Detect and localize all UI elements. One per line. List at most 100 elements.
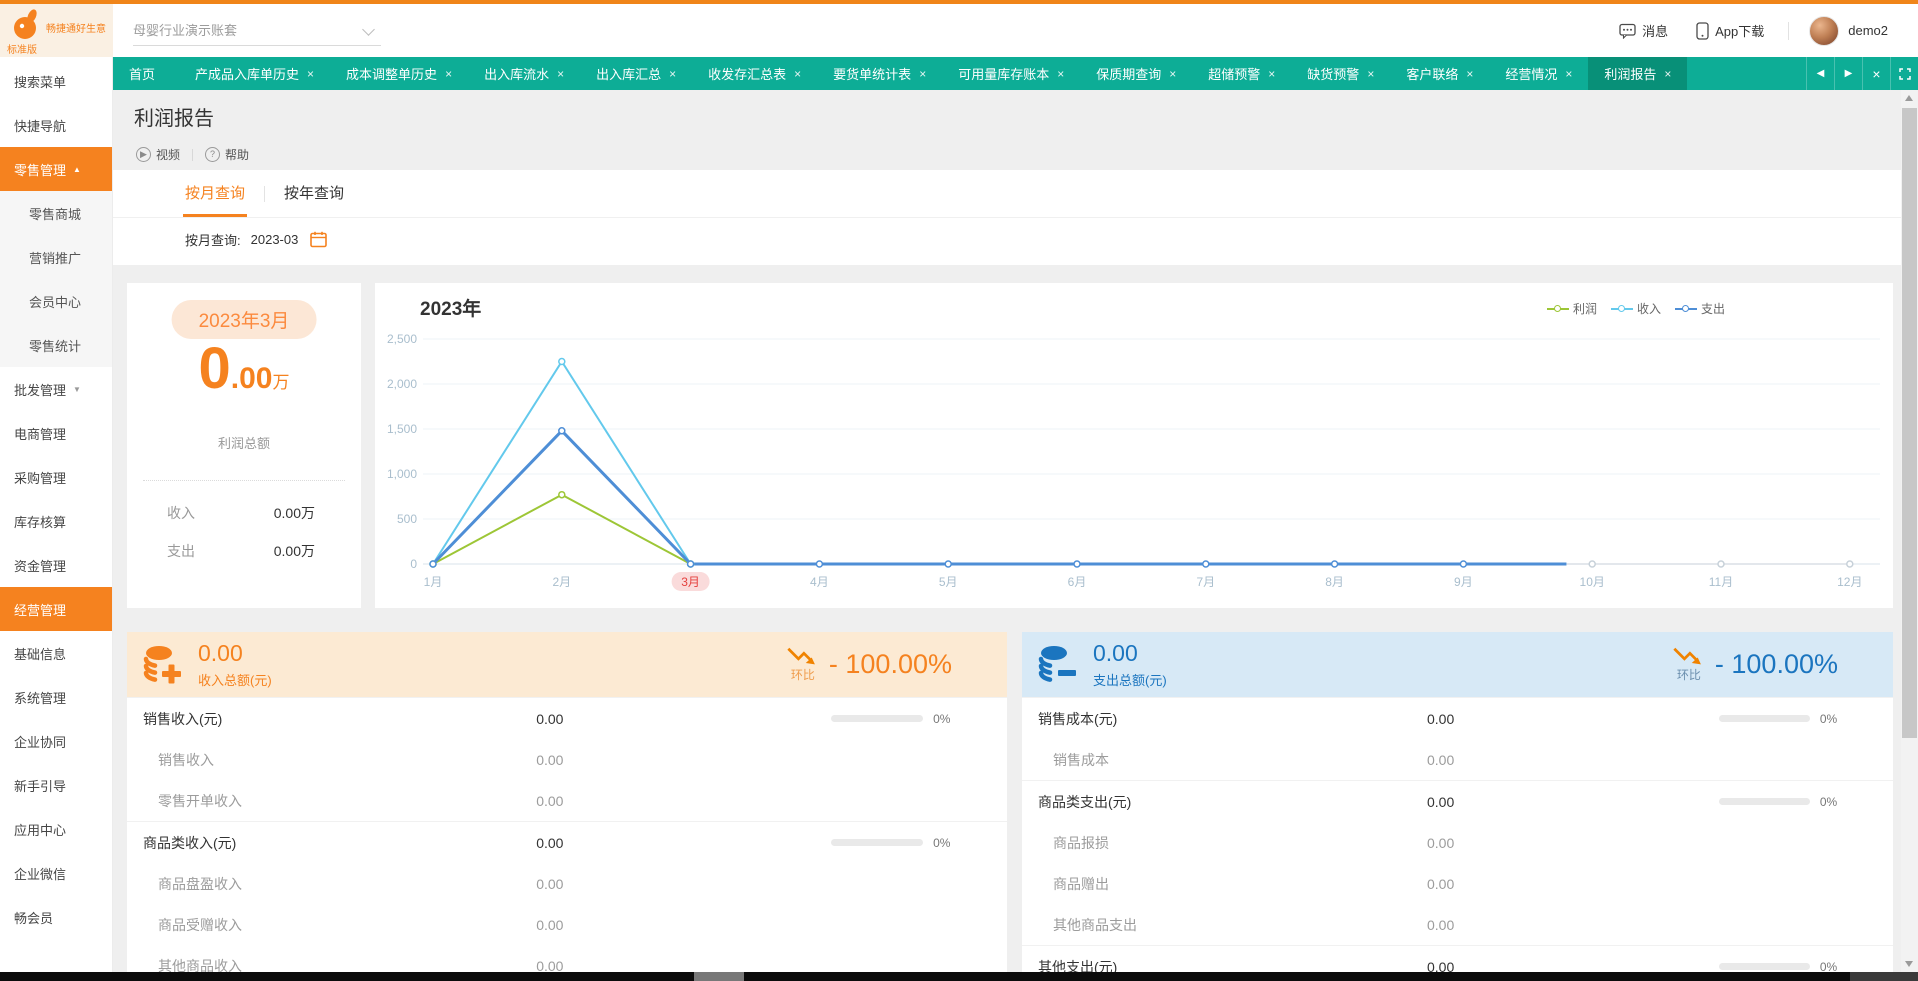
tab-close-icon[interactable]: × xyxy=(669,66,677,81)
tab-item[interactable]: 利润报告 × xyxy=(1588,57,1688,90)
legend-item[interactable]: 收入 xyxy=(1610,300,1661,317)
sidebar-item[interactable]: 快捷导航 xyxy=(0,103,112,147)
sidebar-item-label: 企业协同 xyxy=(14,734,67,750)
tab-item[interactable]: 要货单统计表 × xyxy=(817,57,942,90)
sidebar-item-label: 零售商城 xyxy=(29,206,82,222)
legend-item[interactable]: 支出 xyxy=(1674,300,1725,317)
fullscreen-button[interactable] xyxy=(1890,57,1918,90)
app-download-button[interactable]: App下载 xyxy=(1696,21,1764,40)
tab-item[interactable]: 可用量库存账本 × xyxy=(942,57,1080,90)
sidebar-item[interactable]: 基础信息 xyxy=(0,631,112,675)
tab-close-icon[interactable]: × xyxy=(1565,66,1573,81)
tab-close-icon[interactable]: × xyxy=(1057,66,1065,81)
sidebar-item[interactable]: 零售商城 xyxy=(0,191,112,235)
sidebar-item[interactable]: 系统管理 xyxy=(0,675,112,719)
sidebar-item[interactable]: 经营管理 xyxy=(0,587,112,631)
tab-item[interactable]: 缺货预警 × xyxy=(1291,57,1390,90)
links-divider xyxy=(192,148,194,161)
brand-name: 畅捷通好生意 xyxy=(46,24,106,35)
sidebar-item[interactable]: 新手引导 xyxy=(0,763,112,807)
legend-item[interactable]: 利润 xyxy=(1546,300,1597,317)
sidebar-item[interactable]: 零售统计 xyxy=(0,323,112,367)
row-value: 0.00 xyxy=(1427,751,1455,768)
svg-text:11月: 11月 xyxy=(1709,575,1733,589)
date-filter-value[interactable]: 2023-03 xyxy=(250,232,299,247)
progress-bar xyxy=(1718,963,1811,970)
svg-text:2月: 2月 xyxy=(552,575,571,589)
row-label: 其他商品支出 xyxy=(1053,916,1137,933)
tab-yearly-query[interactable]: 按年查询 xyxy=(284,185,345,202)
progress-bar xyxy=(1718,715,1811,722)
sidebar-item[interactable]: 营销推广 xyxy=(0,235,112,279)
tab-label: 超储预警 xyxy=(1208,67,1261,82)
topbar-right: 消息 App下载 demo2 xyxy=(1591,4,1888,57)
tab-item[interactable]: 收发存汇总表 × xyxy=(692,57,817,90)
vertical-scrollbar[interactable] xyxy=(1901,90,1918,972)
close-all-tabs-button[interactable]: × xyxy=(1862,57,1890,90)
expense-rows: 销售成本(元) 0.00 0% 销售成本 0.00 商品类支出(元) xyxy=(1022,697,1893,972)
legend-label: 支出 xyxy=(1700,302,1725,316)
sidebar-item[interactable]: 库存核算 xyxy=(0,499,112,543)
row-label: 商品类支出(元) xyxy=(1038,793,1132,810)
tab-close-icon[interactable]: × xyxy=(919,66,927,81)
income-rows: 销售收入(元) 0.00 0% 销售收入 0.00 零售开单收入 xyxy=(127,697,1007,972)
table-row: 商品受赠收入 0.00 xyxy=(127,904,1007,945)
help-link[interactable]: ? 帮助 xyxy=(205,146,249,163)
sidebar-item[interactable]: 企业协同 xyxy=(0,719,112,763)
sidebar-item[interactable]: 资金管理 xyxy=(0,543,112,587)
next-tab-button[interactable]: ▶ xyxy=(1834,57,1862,90)
chart-title: 2023年 xyxy=(420,299,482,320)
calendar-icon[interactable] xyxy=(310,231,328,248)
tab-label: 首页 xyxy=(129,67,156,82)
sidebar-item[interactable]: 企业微信 xyxy=(0,851,112,895)
profit-breakdown: 收入 0.00万 支出 0.00万 xyxy=(127,494,361,570)
tab-item[interactable]: 产成品入库单历史 × xyxy=(179,57,330,90)
sidebar-item[interactable]: 搜索菜单 xyxy=(0,59,112,103)
scrollbar-thumb[interactable] xyxy=(1902,108,1917,738)
scroll-down-icon[interactable] xyxy=(1905,961,1913,967)
sidebar-item[interactable]: 采购管理 xyxy=(0,455,112,499)
tab-close-icon[interactable]: × xyxy=(1664,66,1672,81)
sidebar-item[interactable]: 应用中心 xyxy=(0,807,112,851)
tab-item[interactable]: 保质期查询 × xyxy=(1080,57,1192,90)
expense-panel: 0.00 支出总额(元) 环比 - 100.00% xyxy=(1022,632,1893,972)
row-value: 0.00 xyxy=(1427,875,1455,892)
sidebar-item-label: 畅会员 xyxy=(14,910,54,926)
top-bar: 畅捷通好生意 标准版 母婴行业演示账套 消息 App下载 xyxy=(0,4,1918,57)
tab-monthly-query[interactable]: 按月查询 xyxy=(182,170,248,217)
expense-total-value: 0.00 xyxy=(1093,640,1138,666)
messages-button[interactable]: 消息 xyxy=(1619,21,1668,40)
tab-item[interactable]: 出入库汇总 × xyxy=(580,57,692,90)
row-value: 0.00万 xyxy=(273,543,315,559)
sidebar-item[interactable]: 零售管理 ▲ xyxy=(0,147,112,191)
sidebar-item[interactable]: 批发管理 ▼ xyxy=(0,367,112,411)
tab-item[interactable]: 经营情况 × xyxy=(1489,57,1588,90)
sidebar-item[interactable]: 畅会员 xyxy=(0,895,112,939)
tab-close-icon[interactable]: × xyxy=(445,66,453,81)
tab-item[interactable]: 客户联络 × xyxy=(1390,57,1489,90)
expense-ratio: 环比 - 100.00% xyxy=(1672,632,1838,697)
tab-close-icon[interactable]: × xyxy=(1268,66,1276,81)
tab-close-icon[interactable]: × xyxy=(557,66,565,81)
tab-close-icon[interactable]: × xyxy=(1466,66,1474,81)
scroll-up-icon[interactable] xyxy=(1905,95,1913,101)
tab-close-icon[interactable]: × xyxy=(794,66,802,81)
tab-item[interactable]: 首页 xyxy=(113,57,179,90)
prev-tab-button[interactable]: ◀ xyxy=(1806,57,1834,90)
tab-close-icon[interactable]: × xyxy=(1367,66,1375,81)
tab-close-icon[interactable]: × xyxy=(1169,66,1177,81)
tab-item[interactable]: 超储预警 × xyxy=(1192,57,1291,90)
tab-close-icon[interactable]: × xyxy=(307,66,315,81)
row-label: 销售收入 xyxy=(158,751,214,768)
avatar[interactable] xyxy=(1809,15,1840,46)
sidebar-item[interactable]: 会员中心 xyxy=(0,279,112,323)
sidebar-item[interactable]: 电商管理 xyxy=(0,411,112,455)
account-select[interactable]: 母婴行业演示账套 xyxy=(133,16,381,46)
tab-item[interactable]: 成本调整单历史 × xyxy=(330,57,468,90)
tab-item[interactable]: 出入库流水 × xyxy=(468,57,580,90)
video-link[interactable]: ▶ 视频 xyxy=(136,146,180,163)
table-row: 其他商品支出 0.00 xyxy=(1022,904,1893,945)
sidebar-item-label: 应用中心 xyxy=(14,822,67,838)
username[interactable]: demo2 xyxy=(1848,23,1888,38)
